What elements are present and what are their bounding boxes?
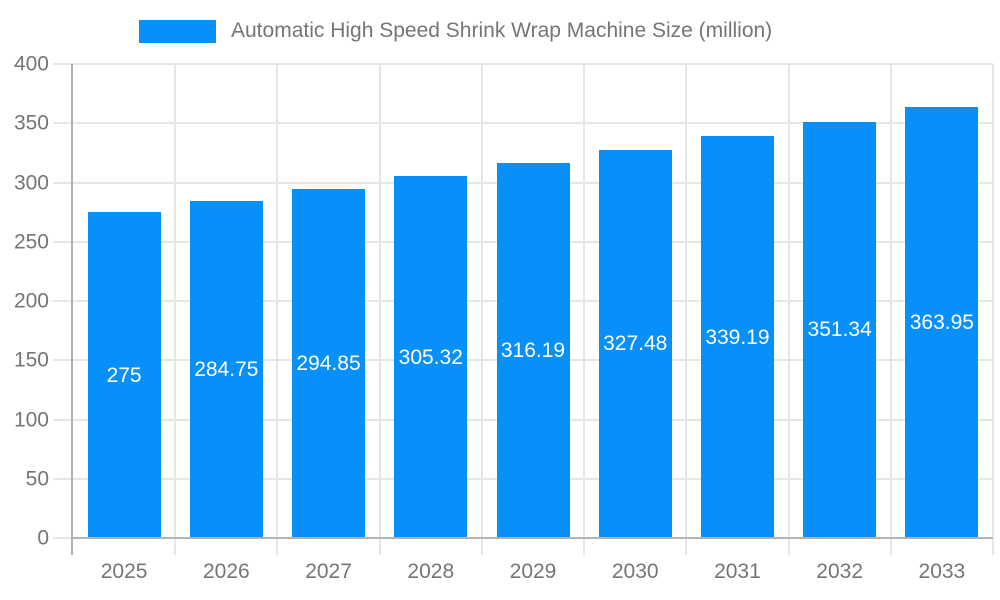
y-tick-label: 350: [13, 111, 49, 135]
x-tick-label: 2032: [816, 560, 864, 583]
bar-value-label: 284.75: [194, 357, 259, 381]
bar: 284.75: [189, 200, 263, 538]
y-tick: [53, 477, 73, 480]
bar: 294.85: [292, 188, 366, 538]
y-tick-label: 50: [25, 467, 49, 491]
x-tick-label: 2025: [100, 560, 148, 583]
y-tick-label: 250: [13, 230, 49, 254]
x-gridline: [378, 64, 381, 538]
bar: 363.95: [905, 106, 979, 538]
x-tick-label: 2033: [918, 560, 966, 583]
x-tick: [787, 538, 790, 555]
y-axis-line: [71, 64, 73, 555]
bar-value-label: 363.95: [909, 310, 974, 334]
x-tick: [276, 538, 279, 555]
bar-value-label: 339.19: [705, 325, 770, 349]
y-tick: [53, 240, 73, 243]
bar: 305.32: [394, 176, 468, 538]
y-gridline: [73, 122, 993, 125]
x-tick-label: 2029: [509, 560, 557, 583]
bar: 327.48: [598, 149, 672, 538]
x-gridline: [992, 64, 994, 538]
y-tick: [53, 300, 73, 302]
x-tick-label: 2031: [714, 560, 761, 583]
y-tick-label: 0: [37, 526, 49, 550]
y-gridline: [73, 63, 993, 65]
x-tick-label: 2026: [202, 560, 250, 583]
x-gridline: [889, 64, 892, 538]
x-tick: [378, 538, 381, 555]
bar-value-label: 327.48: [603, 332, 668, 356]
y-tick-label: 300: [13, 171, 49, 194]
bar: 275: [87, 212, 161, 538]
x-tick: [174, 538, 177, 555]
legend-swatch: [139, 19, 216, 43]
x-gridline: [174, 64, 177, 538]
bar: 316.19: [496, 163, 570, 538]
x-gridline: [787, 64, 790, 538]
y-tick: [53, 418, 73, 421]
x-tick: [480, 538, 483, 555]
y-tick: [53, 122, 73, 125]
x-tick: [583, 538, 586, 555]
y-tick: [53, 181, 73, 184]
x-gridline: [276, 64, 279, 538]
bar: 339.19: [700, 136, 774, 538]
y-tick: [53, 359, 73, 362]
x-tick: [889, 538, 892, 555]
bar-value-label: 305.32: [398, 345, 463, 369]
y-tick-label: 400: [13, 52, 49, 76]
x-gridline: [480, 64, 483, 538]
x-tick-label: 2027: [305, 560, 352, 583]
legend-label: Automatic High Speed Shrink Wrap Machine…: [231, 19, 773, 42]
bar-value-label: 351.34: [807, 318, 872, 342]
x-gridline: [583, 64, 586, 538]
x-tick: [685, 538, 688, 555]
plot-area: 0 50 100 150 200 250 300 350 400 275 2025 284.75 202…: [14, 54, 994, 582]
x-tick-label: 2028: [407, 560, 455, 583]
y-tick: [53, 537, 73, 539]
x-tick-label: 2030: [611, 560, 659, 583]
bar: 351.34: [803, 121, 877, 538]
x-gridline: [685, 64, 688, 538]
bar-value-label: 294.85: [296, 351, 361, 375]
y-tick: [53, 63, 73, 65]
x-tick: [992, 538, 994, 555]
x-axis-line: [71, 537, 993, 539]
bar-value-label: 316.19: [500, 339, 566, 363]
bar-value-label: 275: [106, 363, 142, 387]
y-tick-label: 100: [13, 408, 49, 431]
legend: Automatic High Speed Shrink Wrap Machine…: [139, 19, 772, 43]
y-tick-label: 200: [13, 289, 49, 313]
y-tick-label: 150: [13, 348, 49, 372]
